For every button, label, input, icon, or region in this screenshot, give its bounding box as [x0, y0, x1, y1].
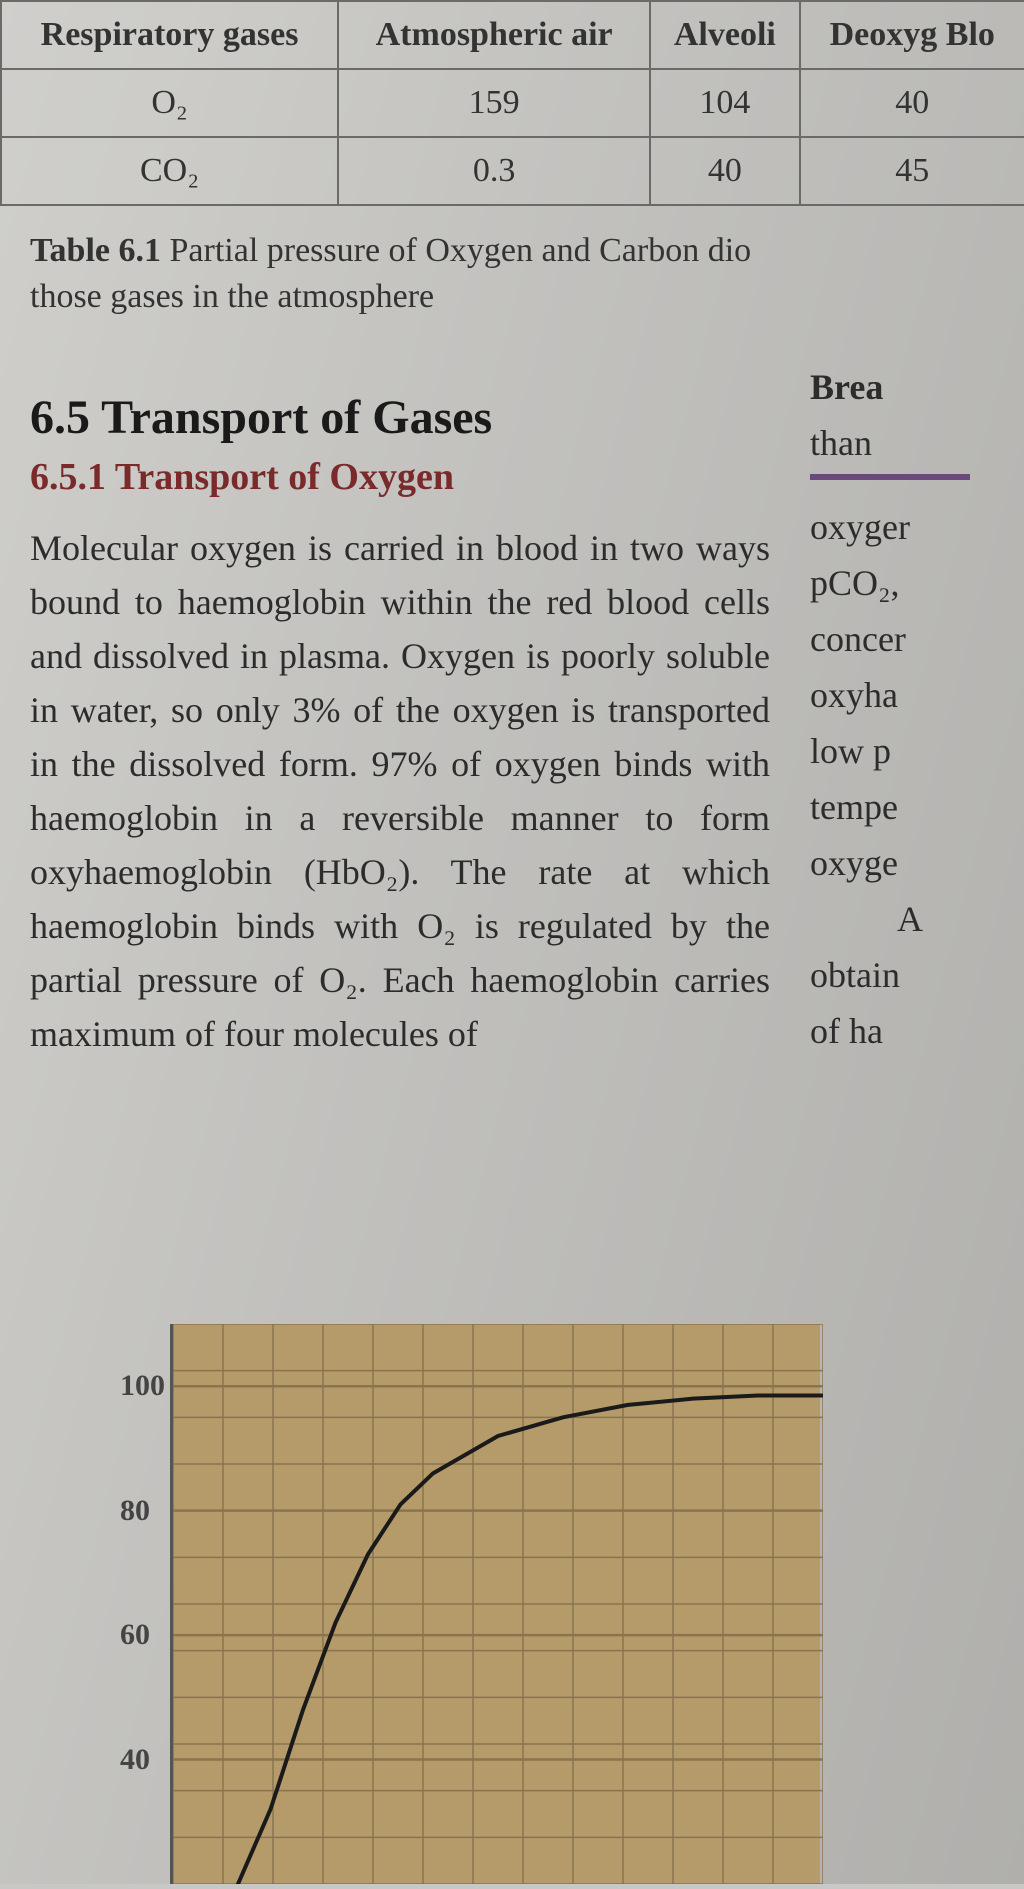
fragment: oxyge: [810, 836, 1010, 890]
y-tick-label: 40: [120, 1743, 150, 1777]
caption-label: Table 6.1: [30, 232, 161, 269]
chart-svg: [173, 1324, 823, 1884]
fragment: pCO₂,: [810, 556, 1010, 610]
two-column-region: 6.5 Transport of Gases 6.5.1 Transport o…: [0, 360, 1024, 1061]
left-column: 6.5 Transport of Gases 6.5.1 Transport o…: [30, 360, 770, 1061]
caption-line2: those gases in the atmosphere: [30, 278, 434, 315]
respiratory-gases-table: Respiratory gases Atmospheric air Alveol…: [0, 0, 1024, 206]
cell: CO₂: [1, 137, 338, 205]
cell: 40: [800, 69, 1024, 137]
table-row: CO₂ 0.3 40 45: [1, 137, 1024, 205]
table-header-row: Respiratory gases Atmospheric air Alveol…: [1, 1, 1024, 69]
fragment: A: [810, 892, 1010, 946]
y-tick-label: 80: [120, 1494, 150, 1528]
col-header: Atmospheric air: [338, 1, 650, 69]
section-heading: 6.5 Transport of Gases: [30, 390, 770, 445]
fragment: Brea: [810, 360, 1010, 414]
col-header: Respiratory gases: [1, 1, 338, 69]
oxygen-dissociation-chart: saturation of haemoglobin with oxygen 40…: [40, 1324, 860, 1884]
table-row: O₂ 159 104 40: [1, 69, 1024, 137]
cell: 104: [650, 69, 799, 137]
table-caption: Table 6.1 Partial pressure of Oxygen and…: [30, 228, 994, 320]
chart-plot-area: [170, 1324, 820, 1884]
cell: 159: [338, 69, 650, 137]
caption-text: Partial pressure of Oxygen and Carbon di…: [161, 232, 751, 269]
cell: O₂: [1, 69, 338, 137]
fragment: than: [810, 416, 1010, 470]
cell: 40: [650, 137, 799, 205]
fragment: tempe: [810, 780, 1010, 834]
divider: [810, 474, 970, 480]
fragment: of ha: [810, 1004, 1010, 1058]
cell: 0.3: [338, 137, 650, 205]
col-header: Alveoli: [650, 1, 799, 69]
fragment: oxyger: [810, 500, 1010, 554]
fragment: obtain: [810, 948, 1010, 1002]
fragment: concer: [810, 612, 1010, 666]
cell: 45: [800, 137, 1024, 205]
subsection-heading: 6.5.1 Transport of Oxygen: [30, 455, 770, 499]
col-header: Deoxyg Blo: [800, 1, 1024, 69]
fragment: low p: [810, 724, 1010, 778]
page: Respiratory gases Atmospheric air Alveol…: [0, 0, 1024, 1884]
y-tick-label: 100: [120, 1369, 165, 1403]
fragment: oxyha: [810, 668, 1010, 722]
body-paragraph: Molecular oxygen is carried in blood in …: [30, 521, 770, 1061]
y-tick-label: 60: [120, 1618, 150, 1652]
right-column-fragments: Brea than oxyger pCO₂, concer oxyha low …: [810, 360, 1010, 1061]
